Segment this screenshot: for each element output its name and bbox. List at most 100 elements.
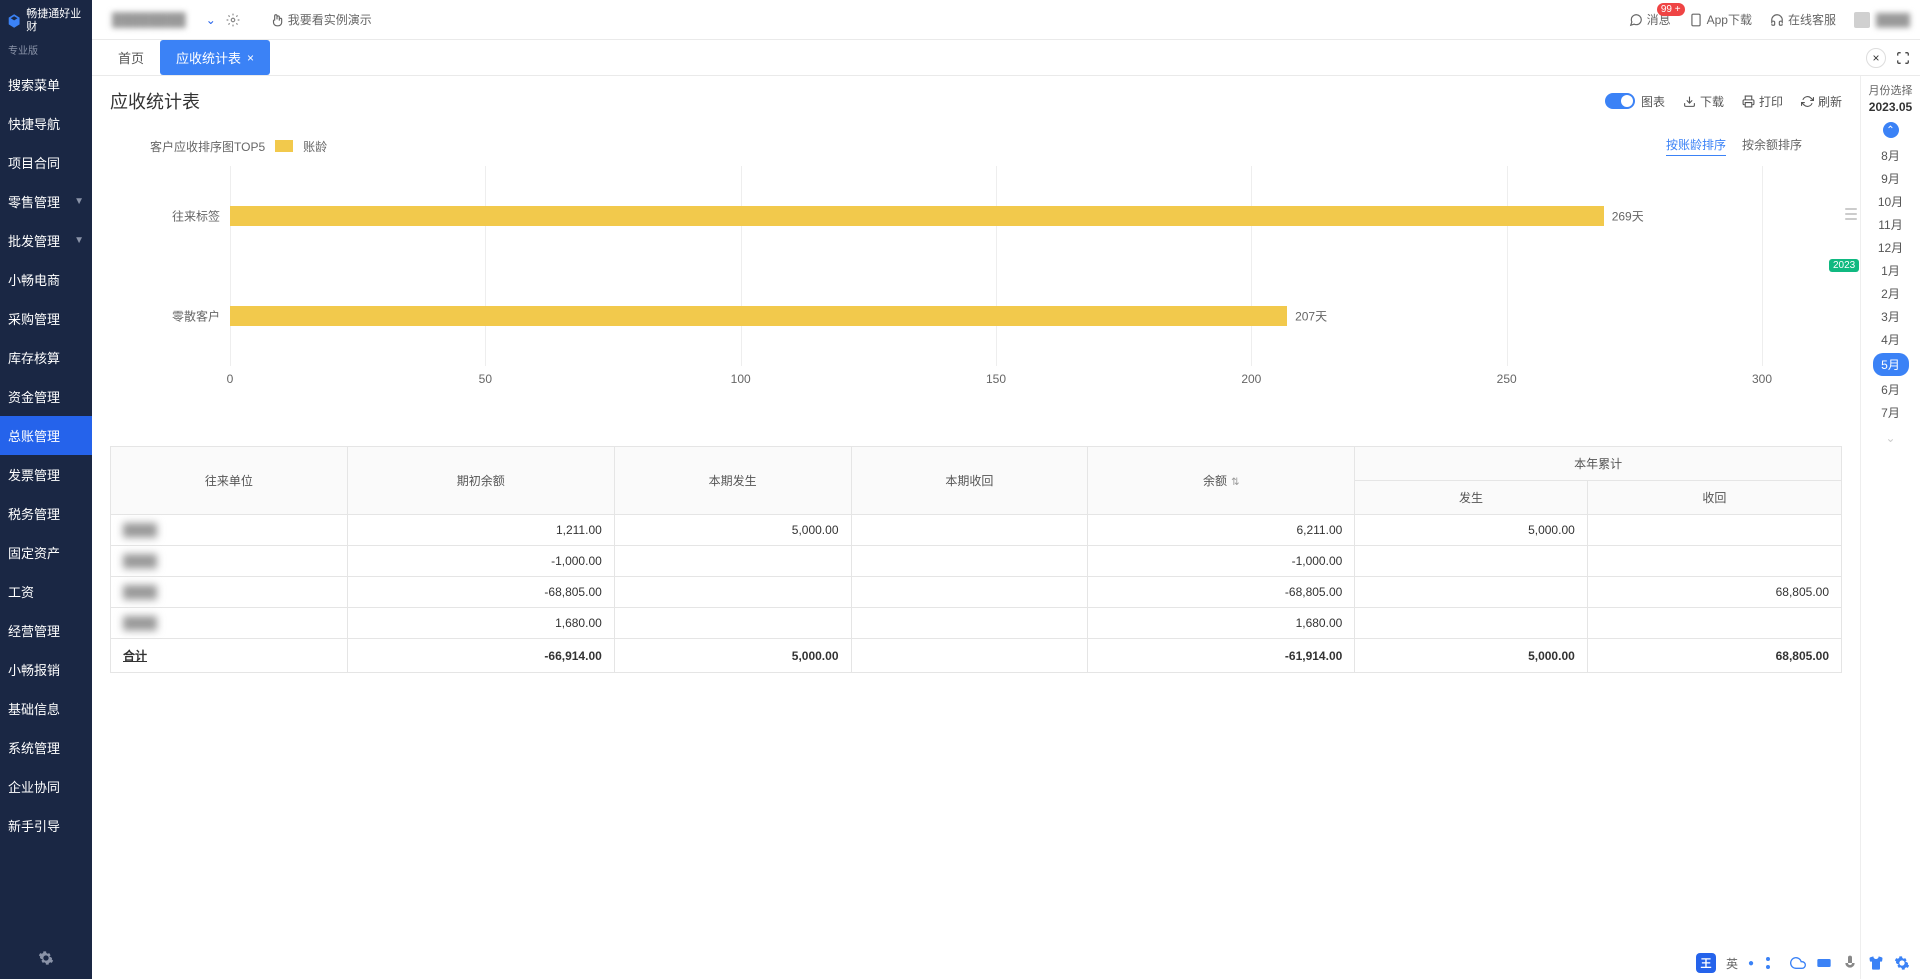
- col-unit[interactable]: 往来单位: [111, 447, 348, 515]
- month-item[interactable]: 10月: [1861, 190, 1920, 213]
- month-item[interactable]: 7月: [1861, 401, 1920, 424]
- month-down-button[interactable]: ⌄: [1883, 430, 1899, 446]
- hand-icon: [270, 13, 284, 27]
- x-tick: 200: [1241, 372, 1261, 386]
- ime-dot-icon: ●: [1748, 958, 1754, 969]
- chart-toggle[interactable]: [1605, 93, 1635, 109]
- month-current: 2023.05: [1869, 100, 1912, 114]
- tab-receivables[interactable]: 应收统计表 ×: [160, 40, 270, 75]
- settings-icon[interactable]: [1894, 955, 1910, 971]
- month-item[interactable]: 8月: [1861, 144, 1920, 167]
- messages-button[interactable]: 消息 99 +: [1629, 11, 1671, 28]
- col-period-occur[interactable]: 本期发生: [614, 447, 851, 515]
- settings-icon[interactable]: [38, 950, 54, 966]
- refresh-icon: [1801, 95, 1814, 108]
- resize-handle[interactable]: [1842, 202, 1860, 226]
- sidebar-item-0[interactable]: 搜索菜单: [0, 65, 92, 104]
- x-tick: 50: [479, 372, 492, 386]
- sidebar-item-10[interactable]: 发票管理: [0, 455, 92, 494]
- sidebar-item-15[interactable]: 小畅报销: [0, 650, 92, 689]
- chart-title: 客户应收排序图TOP5: [150, 138, 265, 155]
- bar-value-label: 269天: [1612, 208, 1644, 225]
- print-icon: [1742, 95, 1755, 108]
- month-item[interactable]: 2月: [1861, 282, 1920, 305]
- sort-by-age[interactable]: 按账龄排序: [1666, 136, 1726, 156]
- logo-icon: [6, 12, 22, 30]
- company-selector[interactable]: ████████: [102, 10, 196, 29]
- messages-badge: 99 +: [1657, 3, 1685, 16]
- month-item[interactable]: 12月: [1861, 236, 1920, 259]
- demo-label: 我要看实例演示: [288, 11, 372, 28]
- sidebar-item-4[interactable]: 批发管理▼: [0, 221, 92, 260]
- table-row[interactable]: ████-68,805.00-68,805.0068,805.00: [111, 577, 1842, 608]
- month-item[interactable]: 9月: [1861, 167, 1920, 190]
- scissors-icon[interactable]: [1764, 955, 1780, 971]
- month-item[interactable]: 4月: [1861, 328, 1920, 351]
- user-menu[interactable]: ████: [1854, 12, 1910, 28]
- app-download-button[interactable]: App下载: [1689, 11, 1752, 28]
- sort-by-balance[interactable]: 按余额排序: [1742, 136, 1802, 156]
- fullscreen-icon[interactable]: [1896, 51, 1910, 65]
- x-tick: 250: [1497, 372, 1517, 386]
- refresh-button[interactable]: 刷新: [1801, 93, 1842, 110]
- month-item[interactable]: 1月: [1861, 259, 1920, 282]
- user-name: ████: [1876, 13, 1910, 27]
- table-row[interactable]: ████1,211.005,000.006,211.005,000.00: [111, 515, 1842, 546]
- download-button[interactable]: 下载: [1683, 93, 1724, 110]
- print-button[interactable]: 打印: [1742, 93, 1783, 110]
- ime-lang[interactable]: 英: [1726, 955, 1738, 972]
- sidebar-item-12[interactable]: 固定资产: [0, 533, 92, 572]
- sidebar-item-19[interactable]: 新手引导: [0, 806, 92, 845]
- keyboard-icon[interactable]: [1816, 955, 1832, 971]
- cloud-icon[interactable]: [1790, 955, 1806, 971]
- chart-bar[interactable]: [230, 206, 1604, 226]
- service-button[interactable]: 在线客服: [1770, 11, 1836, 28]
- sidebar-item-2[interactable]: 项目合同: [0, 143, 92, 182]
- month-up-button[interactable]: ⌃: [1883, 122, 1899, 138]
- col-balance[interactable]: 余额⇅: [1088, 447, 1355, 515]
- sidebar-item-8[interactable]: 资金管理: [0, 377, 92, 416]
- month-item[interactable]: 6月: [1861, 378, 1920, 401]
- month-item[interactable]: 5月: [1873, 353, 1909, 376]
- close-icon[interactable]: ×: [247, 51, 254, 65]
- tab-home[interactable]: 首页: [102, 40, 160, 75]
- sidebar-item-9[interactable]: 总账管理: [0, 416, 92, 455]
- gear-icon[interactable]: [226, 13, 240, 27]
- col-opening[interactable]: 期初余额: [347, 447, 614, 515]
- chevron-down-icon[interactable]: ⌄: [206, 13, 216, 27]
- month-item[interactable]: 11月: [1861, 213, 1920, 236]
- sort-icon: ⇅: [1231, 477, 1239, 488]
- table-total-row: 合计-66,914.005,000.00-61,914.005,000.0068…: [111, 639, 1842, 673]
- demo-link[interactable]: 我要看实例演示: [270, 11, 372, 28]
- sidebar-item-17[interactable]: 系统管理: [0, 728, 92, 767]
- mic-icon[interactable]: [1842, 955, 1858, 971]
- chart-area: 往来标签零散客户 050100150200250300269天207天: [150, 166, 1802, 396]
- col-year-recover[interactable]: 收回: [1587, 481, 1841, 515]
- sidebar-item-7[interactable]: 库存核算: [0, 338, 92, 377]
- tabs-bar: 首页 应收统计表 × ×: [92, 40, 1920, 76]
- sidebar-item-18[interactable]: 企业协同: [0, 767, 92, 806]
- sidebar-item-6[interactable]: 采购管理: [0, 299, 92, 338]
- chart-bar[interactable]: [230, 306, 1287, 326]
- headset-icon: [1770, 13, 1784, 27]
- sidebar-item-13[interactable]: 工资: [0, 572, 92, 611]
- month-selector: 月份选择 2023.05 ⌃ 8月9月10月11月12月20231月2月3月4月…: [1860, 76, 1920, 979]
- table-row[interactable]: ████1,680.001,680.00: [111, 608, 1842, 639]
- sidebar-item-1[interactable]: 快捷导航: [0, 104, 92, 143]
- sidebar-item-14[interactable]: 经营管理: [0, 611, 92, 650]
- sidebar-item-3[interactable]: 零售管理▼: [0, 182, 92, 221]
- table-row[interactable]: ████-1,000.00-1,000.00: [111, 546, 1842, 577]
- close-all-tabs-button[interactable]: ×: [1866, 48, 1886, 68]
- sidebar-item-11[interactable]: 税务管理: [0, 494, 92, 533]
- shirt-icon[interactable]: [1868, 955, 1884, 971]
- sidebar-item-16[interactable]: 基础信息: [0, 689, 92, 728]
- col-period-recover[interactable]: 本期收回: [851, 447, 1088, 515]
- month-item[interactable]: 3月: [1861, 305, 1920, 328]
- app-download-label: App下载: [1707, 11, 1752, 28]
- col-year-occur[interactable]: 发生: [1355, 481, 1588, 515]
- wang-icon[interactable]: 王: [1696, 953, 1716, 973]
- y-label: 往来标签: [172, 208, 220, 225]
- sidebar-item-5[interactable]: 小畅电商: [0, 260, 92, 299]
- download-icon: [1683, 95, 1696, 108]
- bar-value-label: 207天: [1295, 308, 1327, 325]
